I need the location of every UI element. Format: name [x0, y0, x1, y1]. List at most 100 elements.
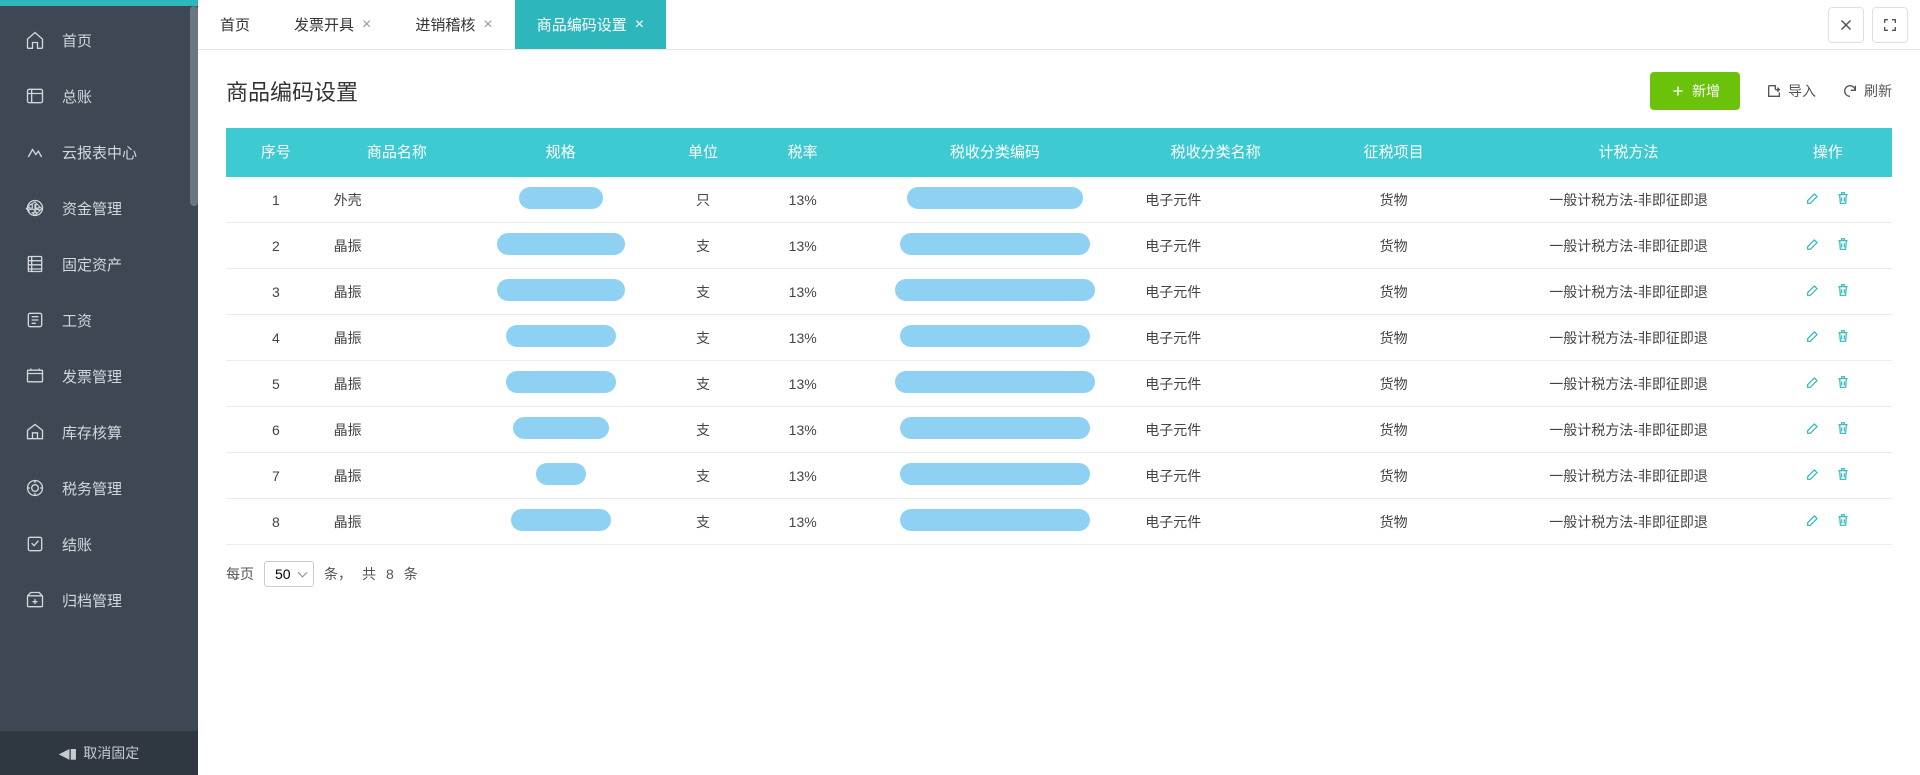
nav-icon-4	[24, 253, 46, 275]
cell-seq: 8	[226, 499, 326, 545]
redacted-taxcode	[900, 325, 1090, 347]
import-button[interactable]: 导入	[1766, 81, 1816, 101]
sidebar-item-10[interactable]: 归档管理	[0, 572, 198, 628]
redacted-taxcode	[900, 509, 1090, 531]
cell-ops	[1764, 499, 1892, 545]
cell-taxitem: 货物	[1294, 269, 1493, 315]
sidebar-unpin-label: 取消固定	[83, 743, 139, 763]
sidebar-item-6[interactable]: 发票管理	[0, 348, 198, 404]
th-taxname: 税收分类名称	[1137, 128, 1294, 177]
nav-icon-8	[24, 477, 46, 499]
cell-ops	[1764, 407, 1892, 453]
cell-seq: 6	[226, 407, 326, 453]
cell-unit: 支	[653, 223, 753, 269]
redacted-taxcode	[907, 187, 1083, 209]
cell-rate: 13%	[753, 269, 853, 315]
cell-method: 一般计税方法-非即征即退	[1493, 499, 1764, 545]
nav-icon-7	[24, 421, 46, 443]
sidebar-item-2[interactable]: 云报表中心	[0, 124, 198, 180]
redacted-spec	[497, 279, 625, 301]
cell-taxcode	[853, 177, 1138, 223]
cell-taxcode	[853, 407, 1138, 453]
sidebar-scrollbar[interactable]	[190, 6, 198, 206]
table-row: 3晶振支13%电子元件货物一般计税方法-非即征即退	[226, 269, 1892, 315]
pager-total-prefix: 共	[362, 564, 376, 584]
table-row: 7晶振支13%电子元件货物一般计税方法-非即征即退	[226, 453, 1892, 499]
per-page-select[interactable]: 50	[264, 561, 314, 587]
delete-icon[interactable]	[1835, 466, 1851, 482]
cell-taxname: 电子元件	[1137, 361, 1294, 407]
delete-icon[interactable]	[1835, 374, 1851, 390]
cell-name: 晶振	[326, 223, 468, 269]
cell-seq: 2	[226, 223, 326, 269]
sidebar-item-7[interactable]: 库存核算	[0, 404, 198, 460]
per-page-label: 每页	[226, 564, 254, 584]
tab-label: 首页	[220, 14, 250, 35]
cell-taxname: 电子元件	[1137, 407, 1294, 453]
sidebar-item-5[interactable]: 工资	[0, 292, 198, 348]
sidebar-item-1[interactable]: 总账	[0, 68, 198, 124]
close-all-tabs-button[interactable]	[1828, 7, 1864, 43]
delete-icon[interactable]	[1835, 512, 1851, 528]
tab-2[interactable]: 进销稽核×	[393, 0, 514, 49]
plus-icon	[1670, 83, 1686, 99]
table-row: 8晶振支13%电子元件货物一般计税方法-非即征即退	[226, 499, 1892, 545]
add-button-label: 新增	[1692, 81, 1720, 101]
cell-taxcode	[853, 269, 1138, 315]
pager-total-count: 8	[386, 566, 394, 582]
redacted-spec	[506, 325, 616, 347]
tab-1[interactable]: 发票开具 ×	[272, 0, 393, 49]
pager-unit: 条，	[324, 564, 352, 584]
edit-icon[interactable]	[1805, 190, 1821, 206]
tab-3[interactable]: 商品编码设置×	[515, 0, 666, 49]
cell-name: 晶振	[326, 269, 468, 315]
cell-unit: 支	[653, 407, 753, 453]
tab-0[interactable]: 首页	[198, 0, 272, 49]
sidebar-item-label: 结账	[62, 534, 92, 555]
sidebar-item-9[interactable]: 结账	[0, 516, 198, 572]
cell-taxitem: 货物	[1294, 453, 1493, 499]
th-seq: 序号	[226, 128, 326, 177]
add-button[interactable]: 新增	[1650, 72, 1740, 110]
edit-icon[interactable]	[1805, 374, 1821, 390]
edit-icon[interactable]	[1805, 236, 1821, 252]
sidebar-item-3[interactable]: 资金管理	[0, 180, 198, 236]
delete-icon[interactable]	[1835, 328, 1851, 344]
cell-ops	[1764, 269, 1892, 315]
sidebar-item-label: 总账	[62, 86, 92, 107]
table-row: 2晶振支13%电子元件货物一般计税方法-非即征即退	[226, 223, 1892, 269]
fullscreen-button[interactable]	[1872, 7, 1908, 43]
sidebar-item-label: 归档管理	[62, 590, 122, 611]
cell-rate: 13%	[753, 499, 853, 545]
tab-close-icon[interactable]: ×	[635, 16, 644, 34]
edit-icon[interactable]	[1805, 328, 1821, 344]
edit-icon[interactable]	[1805, 282, 1821, 298]
redacted-taxcode	[895, 279, 1095, 301]
delete-icon[interactable]	[1835, 190, 1851, 206]
edit-icon[interactable]	[1805, 512, 1821, 528]
cell-name: 晶振	[326, 499, 468, 545]
edit-icon[interactable]	[1805, 466, 1821, 482]
cell-method: 一般计税方法-非即征即退	[1493, 407, 1764, 453]
th-rate: 税率	[753, 128, 853, 177]
sidebar-item-label: 发票管理	[62, 366, 122, 387]
delete-icon[interactable]	[1835, 236, 1851, 252]
sidebar-item-label: 工资	[62, 310, 92, 331]
delete-icon[interactable]	[1835, 420, 1851, 436]
delete-icon[interactable]	[1835, 282, 1851, 298]
refresh-button[interactable]: 刷新	[1842, 81, 1892, 101]
tab-label: 发票开具	[294, 14, 354, 35]
sidebar-unpin-button[interactable]: ◀▮ 取消固定	[0, 731, 198, 775]
sidebar-item-8[interactable]: 税务管理	[0, 460, 198, 516]
sidebar-item-0[interactable]: 首页	[0, 12, 198, 68]
refresh-label: 刷新	[1864, 81, 1892, 101]
nav-icon-1	[24, 85, 46, 107]
tab-close-icon[interactable]: ×	[362, 16, 371, 34]
cell-spec	[468, 177, 653, 223]
sidebar-item-4[interactable]: 固定资产	[0, 236, 198, 292]
th-ops: 操作	[1764, 128, 1892, 177]
tab-close-icon[interactable]: ×	[483, 16, 492, 34]
cell-unit: 支	[653, 361, 753, 407]
edit-icon[interactable]	[1805, 420, 1821, 436]
expand-icon	[1882, 17, 1898, 33]
